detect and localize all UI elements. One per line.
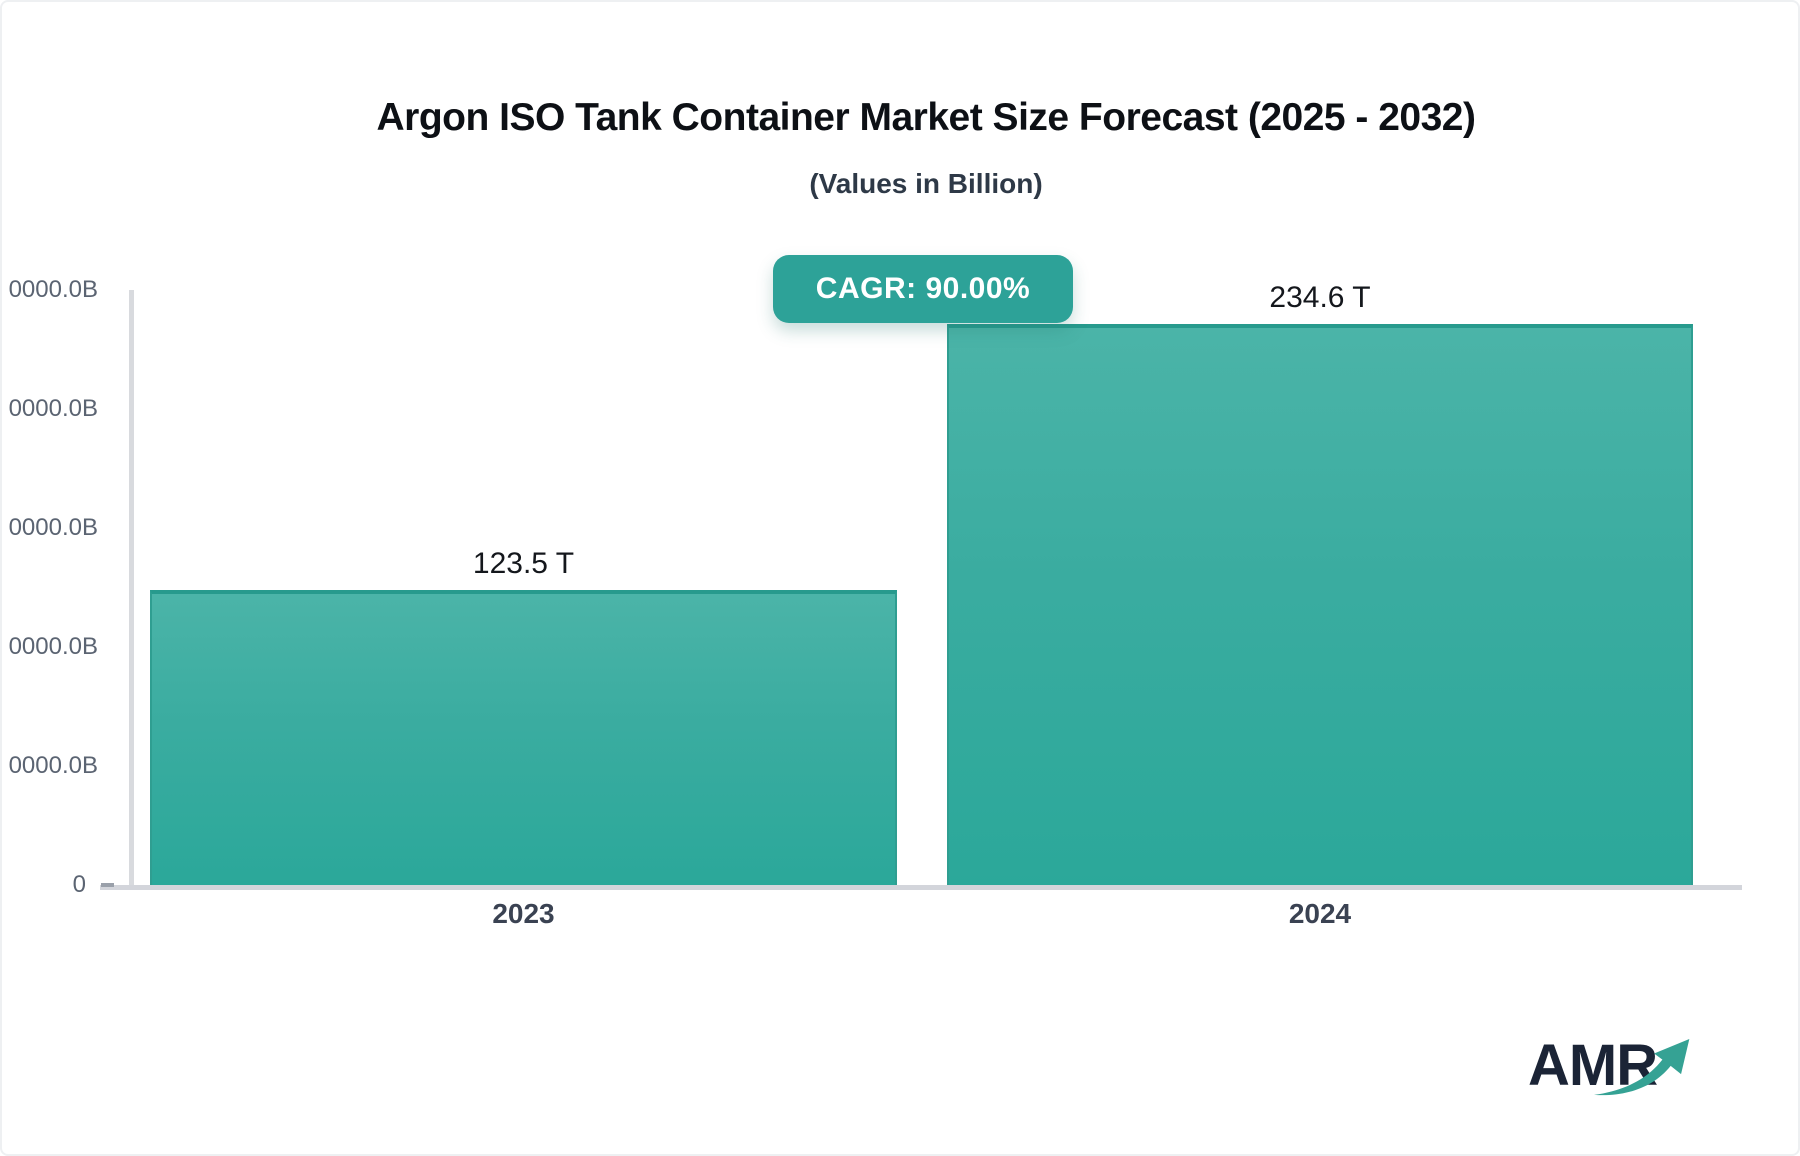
y-zero-tick-mark <box>101 883 114 887</box>
x-tick-label-2024: 2024 <box>1288 898 1352 929</box>
y-zero-tick-label: 0 <box>72 871 86 898</box>
y-tick-label: 0000.0B <box>8 395 98 422</box>
y-tick-label: 0000.0B <box>8 633 98 660</box>
trending-up-arrow-icon <box>1594 1038 1690 1096</box>
y-tick-label: 0000.0B <box>8 752 98 779</box>
bar-2024: 234.6 T <box>947 281 1693 885</box>
chart-subtitle: (Values in Billion) <box>809 168 1043 199</box>
bar-rect-2023 <box>150 590 897 885</box>
y-axis-line <box>129 290 134 885</box>
y-tick-label: 0000.0B <box>8 276 98 303</box>
chart-title: Argon ISO Tank Container Market Size For… <box>376 96 1476 139</box>
amr-logo: AMR <box>1528 1036 1718 1116</box>
x-tick-label-2023: 2023 <box>492 898 555 929</box>
cagr-badge: CAGR: 90.00% <box>773 255 1073 323</box>
bar-2023: 123.5 T <box>150 547 897 885</box>
bar-value-label-2024: 234.6 T <box>1269 281 1371 314</box>
x-axis-line <box>100 885 1742 890</box>
bar-rect-2024 <box>947 324 1693 885</box>
bar-value-label-2023: 123.5 T <box>472 547 575 580</box>
y-tick-label: 0000.0B <box>8 514 98 541</box>
